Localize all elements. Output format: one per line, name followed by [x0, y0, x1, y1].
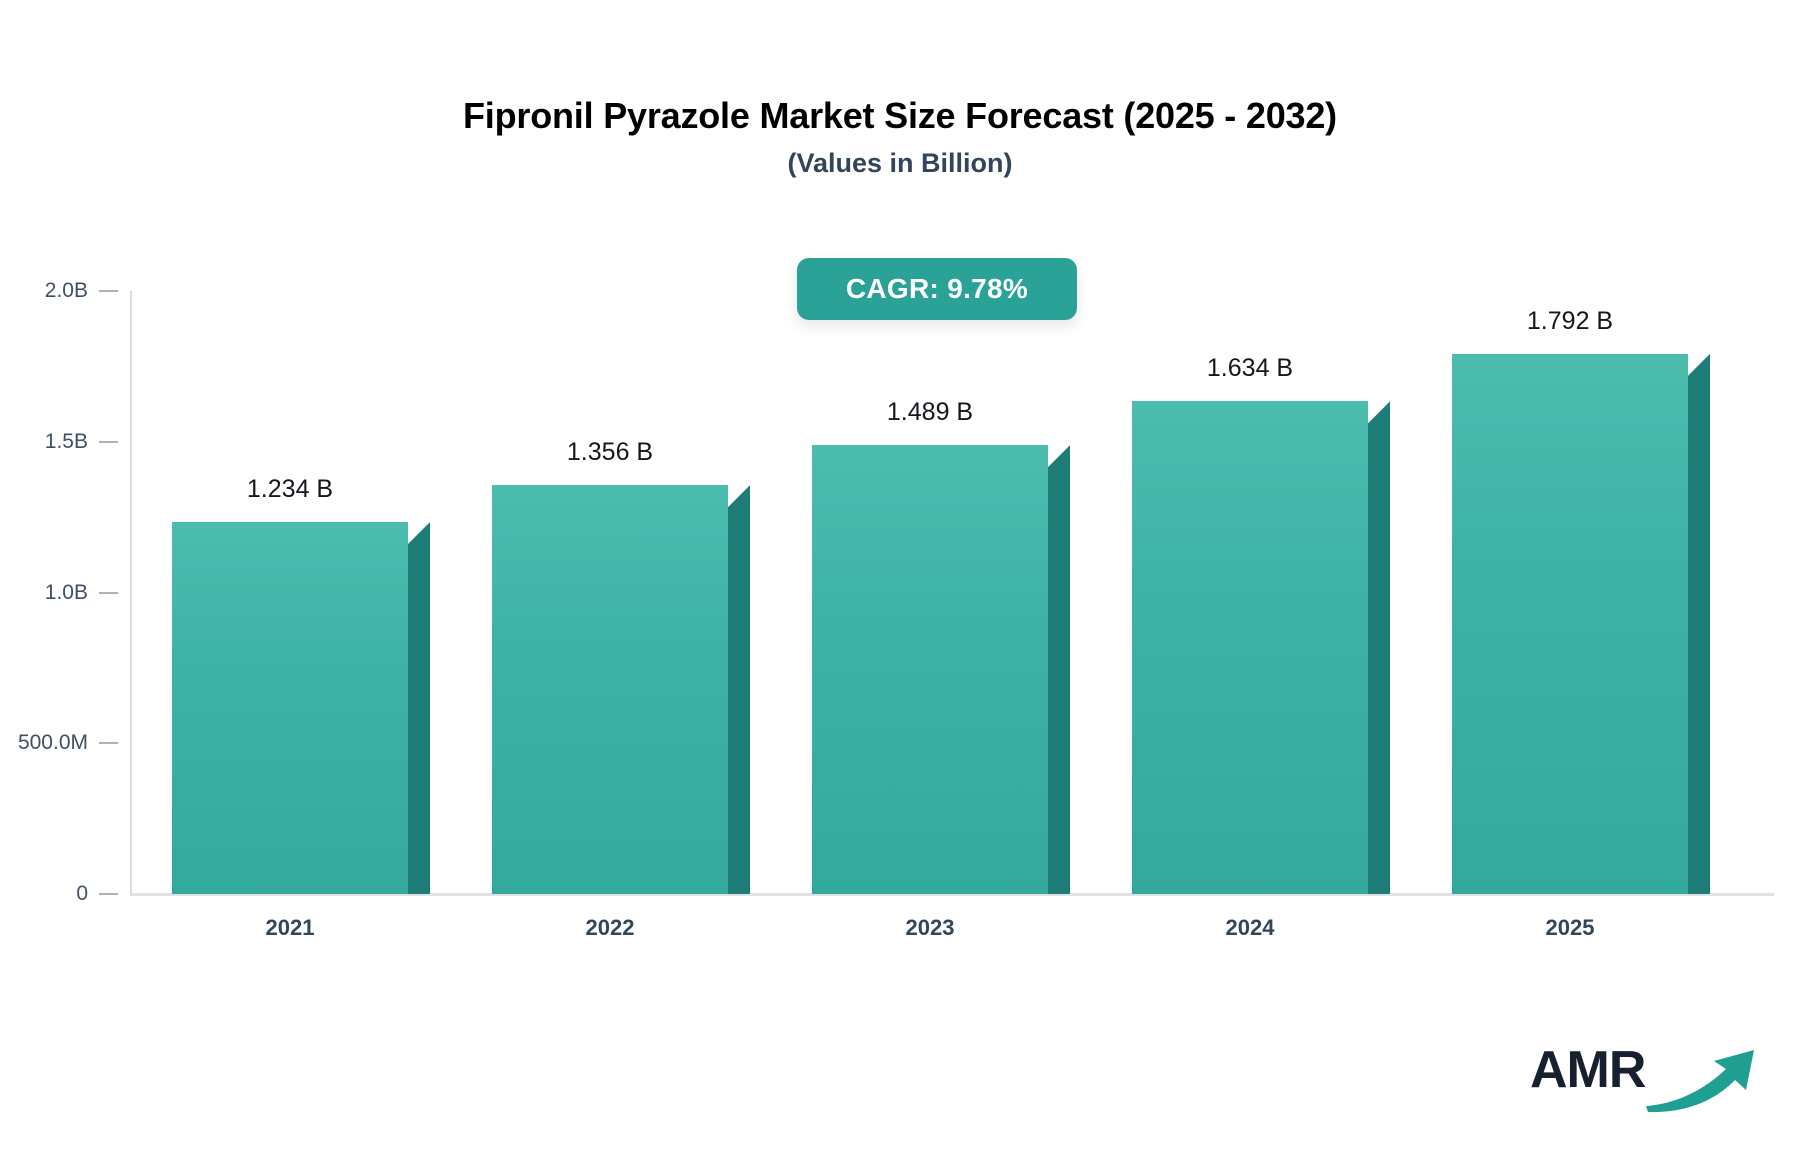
bar-side-face	[728, 485, 750, 894]
x-axis-baseline	[130, 893, 1774, 896]
bar-face	[1452, 353, 1688, 894]
x-axis-tick-label: 2025	[1545, 915, 1595, 940]
cagr-badge: CAGR: 9.78%	[797, 258, 1077, 320]
y-axis-tick-mark	[99, 893, 118, 895]
plot-area: 1.234 B 1.356 B 1.489 B 1.634 B 1.792 B	[130, 291, 1730, 894]
y-axis-tick-mark	[99, 742, 118, 745]
bar-2024[interactable]: 1.634 B	[1132, 354, 1390, 894]
growth-arrow-icon	[1646, 1050, 1754, 1113]
bar-face	[1132, 401, 1368, 894]
bar-2023[interactable]: 1.489 B	[812, 398, 1070, 894]
y-axis-tick-label: 1.5B	[44, 429, 88, 453]
amr-logo: AMR	[1530, 1040, 1760, 1120]
y-axis-tick-mark	[99, 440, 118, 443]
bar-face	[812, 445, 1048, 894]
chart-title: Fipronil Pyrazole Market Size Forecast (…	[463, 95, 1337, 136]
y-axis-tick-mark	[99, 591, 118, 594]
x-axis-tick-label: 2024	[1225, 915, 1275, 940]
bar-value-label: 1.356 B	[566, 438, 654, 467]
y-axis-line	[130, 291, 132, 894]
y-axis-tick-mark	[99, 290, 118, 292]
bar-side-face	[408, 521, 430, 894]
bar-value-label: 1.634 B	[1206, 354, 1294, 383]
y-axis-tick-label: 2.0B	[44, 279, 88, 302]
y-axis-tick-label: 500.0M	[17, 731, 88, 755]
bar-value-label: 1.234 B	[246, 474, 334, 503]
chart-subtitle: (Values in Billion)	[787, 148, 1013, 178]
bar-face	[172, 521, 408, 894]
y-axis-tick-label: 0	[76, 882, 88, 905]
bar-2021[interactable]: 1.234 B	[172, 475, 430, 894]
bar-side-face	[1368, 401, 1390, 894]
bar-value-label: 1.489 B	[886, 398, 974, 427]
bar-side-face	[1688, 353, 1710, 894]
bar-value-label: 1.792 B	[1526, 306, 1614, 335]
x-axis-tick-label: 2021	[265, 915, 315, 940]
bar-2025[interactable]: 1.792 B	[1452, 307, 1710, 894]
bar-side-face	[1048, 445, 1070, 894]
amr-logo-text: AMR	[1530, 1041, 1646, 1099]
x-axis-tick-label: 2022	[585, 915, 635, 940]
bar-2022[interactable]: 1.356 B	[492, 438, 750, 894]
x-axis-tick-label: 2023	[905, 915, 955, 940]
bar-face	[492, 485, 728, 894]
y-axis-tick-label: 1.0B	[44, 580, 88, 604]
